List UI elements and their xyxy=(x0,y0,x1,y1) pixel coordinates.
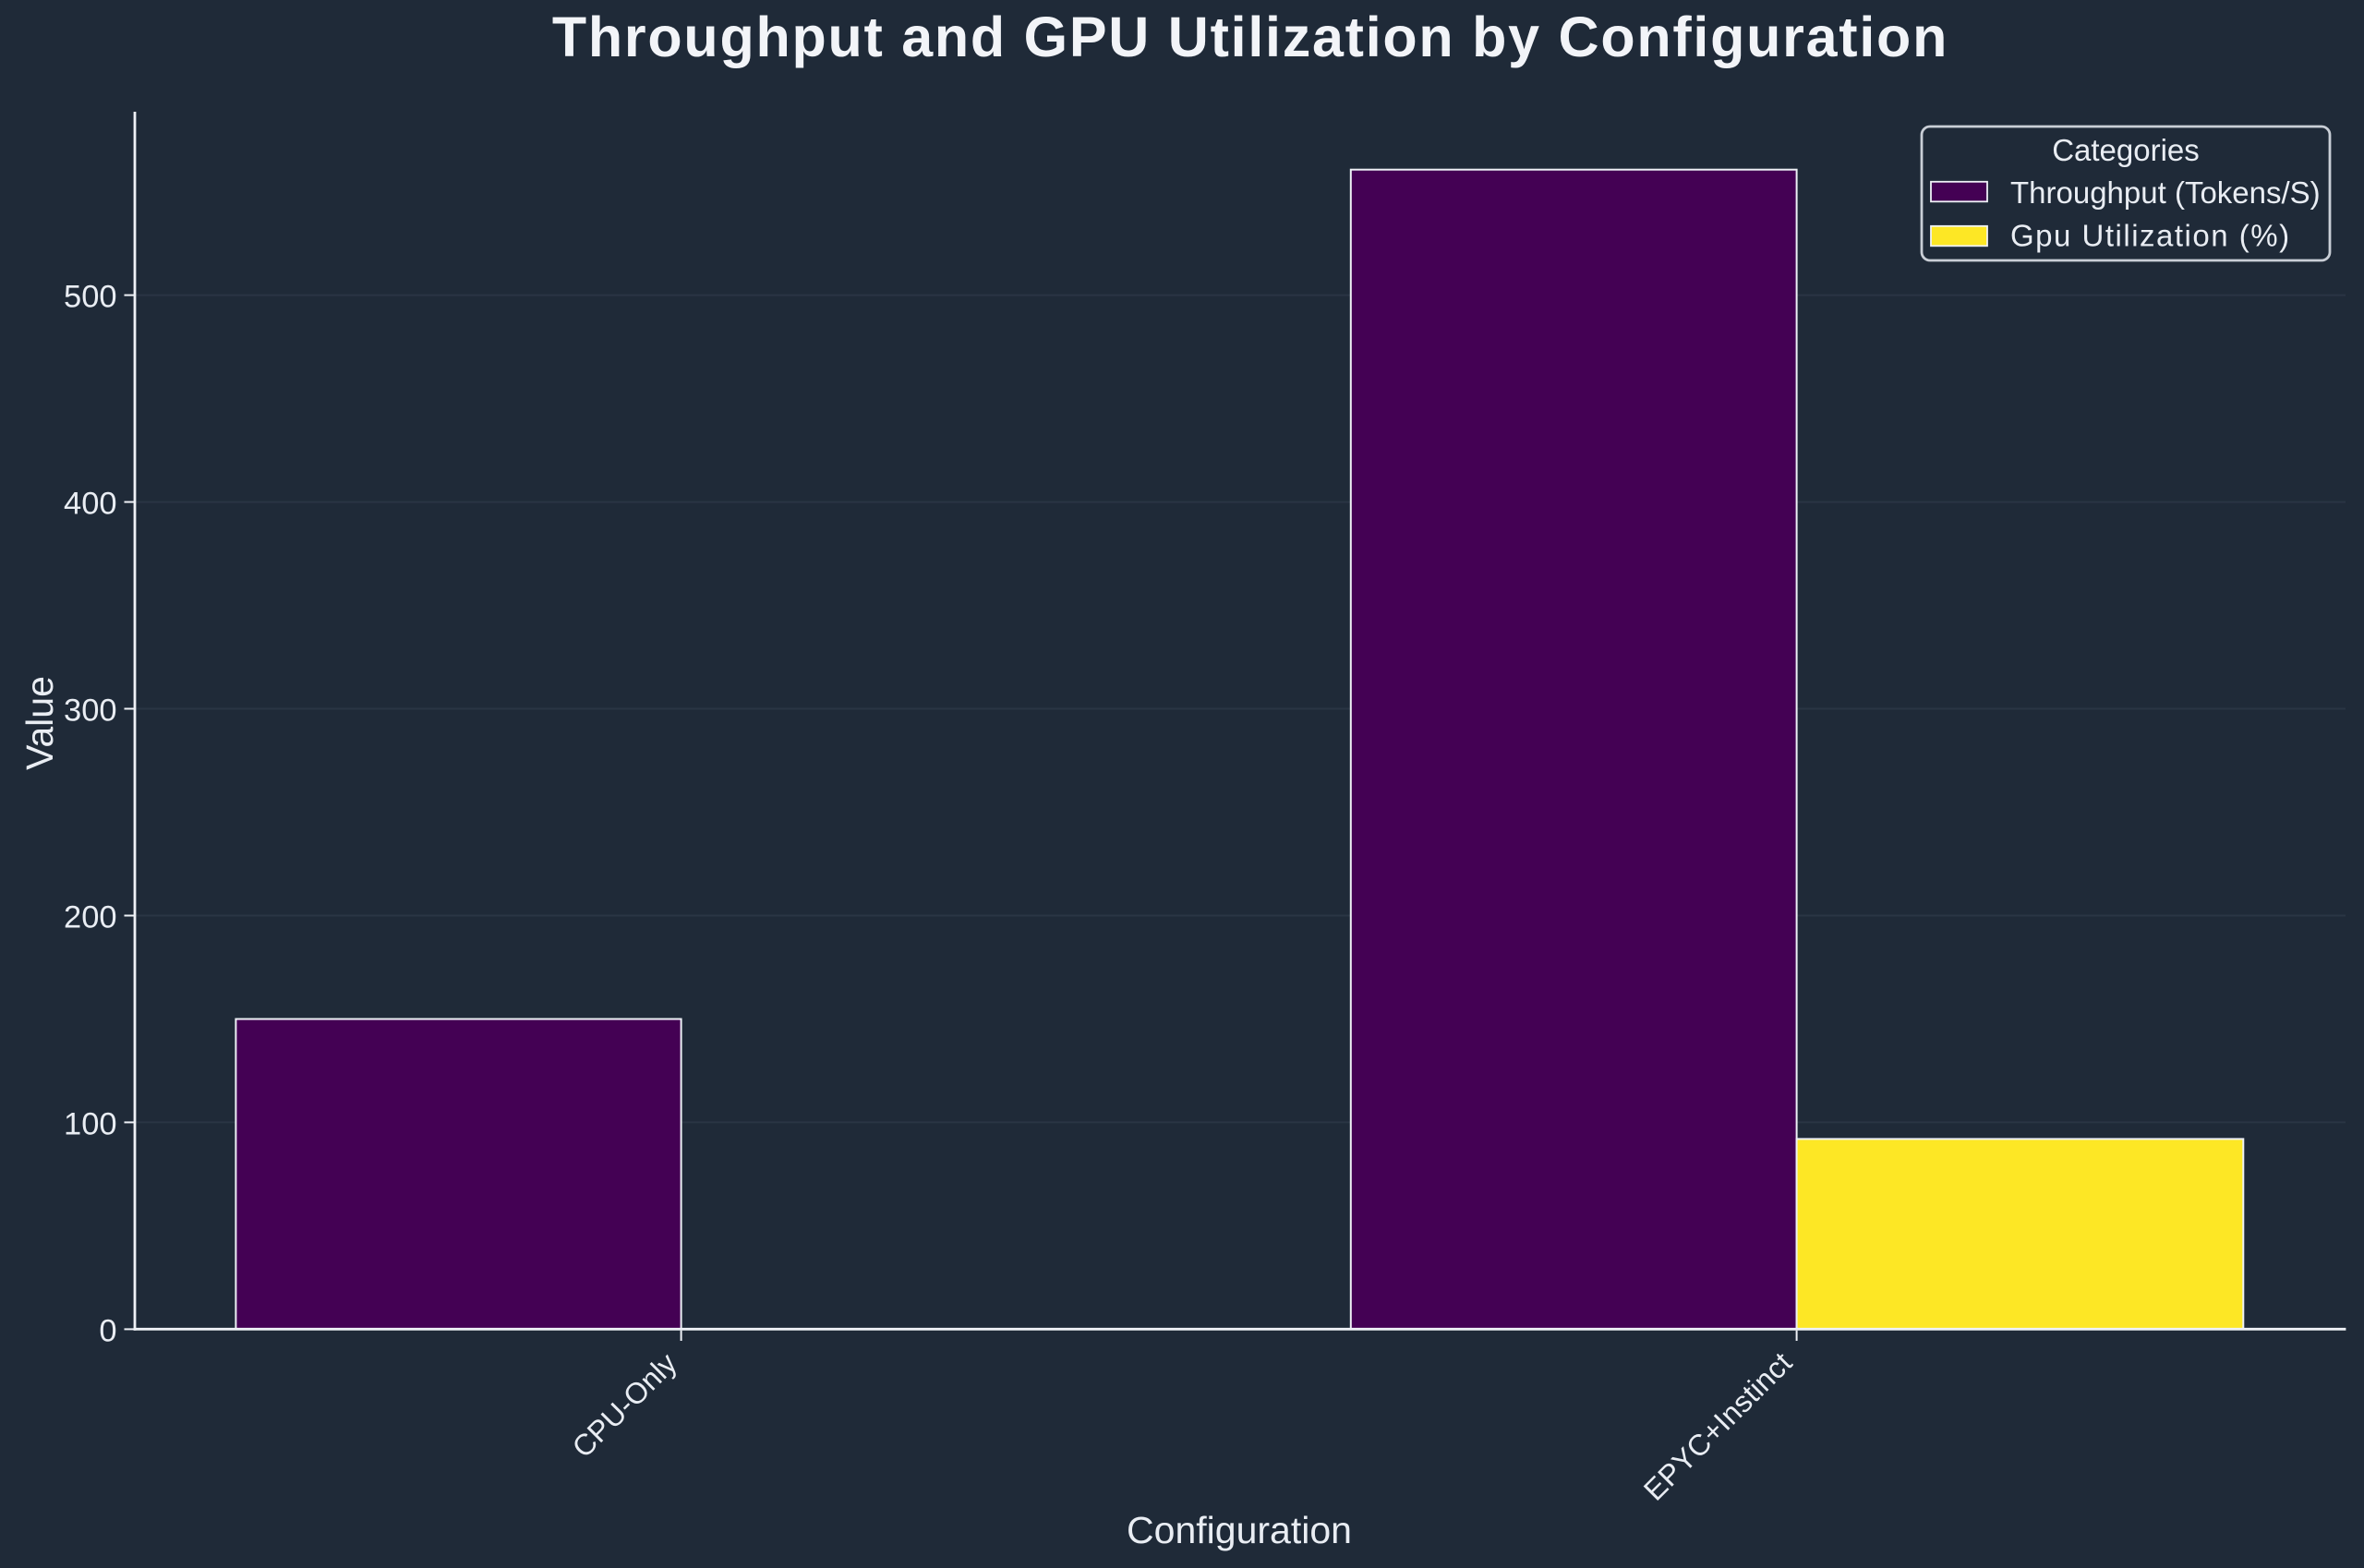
svg-text:Configuration: Configuration xyxy=(1127,1509,1352,1551)
svg-text:Throughput (Tokens/S): Throughput (Tokens/S) xyxy=(2010,175,2321,210)
svg-text:300: 300 xyxy=(64,694,117,729)
svg-text:Throughput and GPU Utilization: Throughput and GPU Utilization by Config… xyxy=(552,6,1948,68)
svg-text:400: 400 xyxy=(64,487,117,522)
svg-text:Gpu Utilization (%): Gpu Utilization (%) xyxy=(2010,219,2291,253)
svg-text:100: 100 xyxy=(64,1106,117,1141)
svg-text:200: 200 xyxy=(64,900,117,935)
svg-text:0: 0 xyxy=(99,1313,116,1348)
svg-text:500: 500 xyxy=(64,280,117,315)
svg-text:Categories: Categories xyxy=(2052,133,2200,167)
svg-text:Value: Value xyxy=(18,676,61,770)
